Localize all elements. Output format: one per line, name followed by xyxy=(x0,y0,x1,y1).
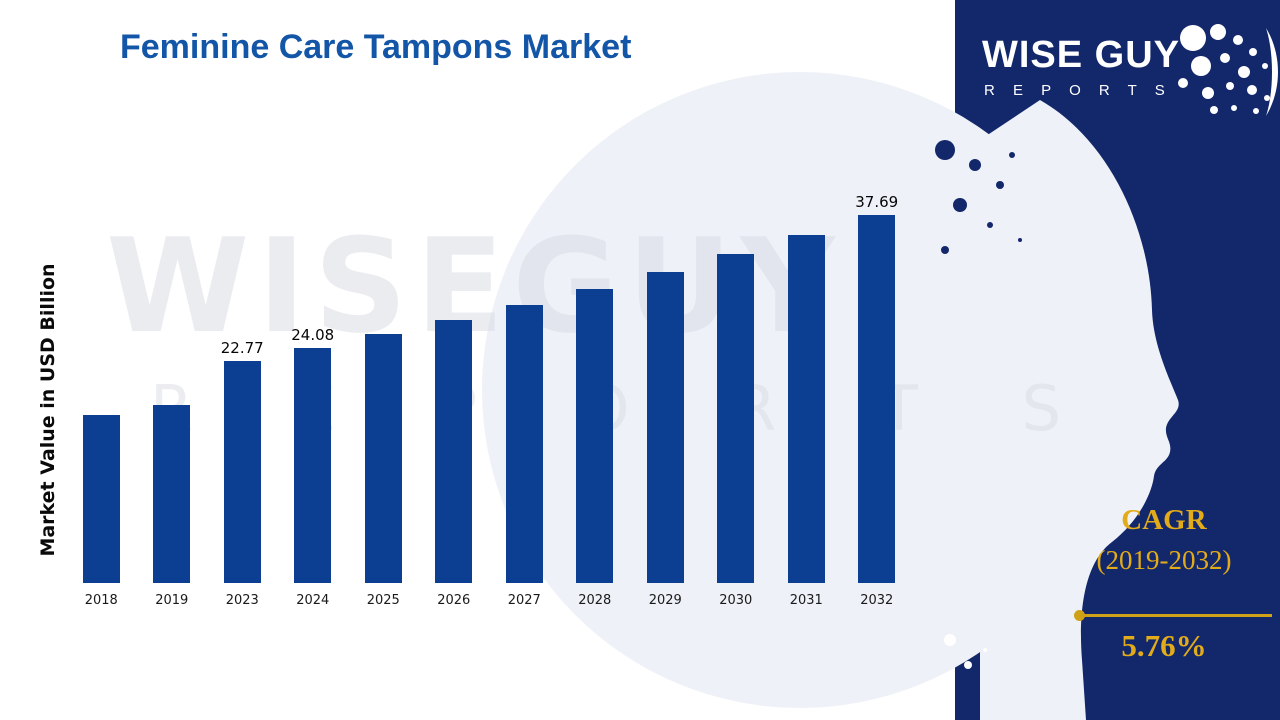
cagr-label: CAGR xyxy=(1121,504,1207,536)
bar xyxy=(787,235,825,583)
x-tick-label: 2031 xyxy=(789,593,823,608)
x-tick-label: 2027 xyxy=(507,593,541,608)
logo-title: WISE GUY xyxy=(982,34,1181,76)
bar-column: 2027 xyxy=(489,189,560,609)
bar-column: 24.08 2024 xyxy=(278,189,349,609)
bar xyxy=(858,215,896,583)
x-tick-label: 2030 xyxy=(719,593,753,608)
bar-chart: 2018 2019 22.77 2023 24.08 2024 2025 2026 2027 20… xyxy=(66,189,912,609)
x-tick-label: 2026 xyxy=(437,593,471,608)
bar xyxy=(435,320,473,583)
bar xyxy=(576,289,614,583)
x-tick-label: 2029 xyxy=(648,593,682,608)
bar-column: 2018 xyxy=(66,189,137,609)
x-tick-label: 2024 xyxy=(296,593,330,608)
cagr-underline xyxy=(1082,614,1272,617)
bar-value-label: 24.08 xyxy=(291,326,335,344)
bar-column: 2031 xyxy=(771,189,842,609)
bar xyxy=(223,361,261,583)
bar xyxy=(505,305,543,583)
logo-subtitle: R E P O R T S xyxy=(984,82,1172,99)
bar-column: 2030 xyxy=(701,189,772,609)
x-tick-label: 2025 xyxy=(366,593,400,608)
cagr-block: CAGR (2019-2032) xyxy=(1056,504,1272,576)
bar-column: 22.77 2023 xyxy=(207,189,278,609)
bar-value-label: 37.69 xyxy=(855,193,899,211)
bar-column: 2025 xyxy=(348,189,419,609)
x-tick-label: 2019 xyxy=(155,593,189,608)
bar-column: 2019 xyxy=(137,189,208,609)
page-title: Feminine Care Tampons Market xyxy=(120,28,632,66)
face-profile-silhouette xyxy=(980,100,1179,720)
x-tick-label: 2028 xyxy=(578,593,612,608)
logo-face-icon xyxy=(1178,24,1278,116)
white-dots-decoration xyxy=(944,634,987,693)
y-axis-label: Market Value in USD Billion xyxy=(37,263,59,557)
bar-value-label: 22.77 xyxy=(220,339,264,357)
bar xyxy=(717,254,755,583)
logo: WISE GUY R E P O R T S xyxy=(982,36,1180,99)
cagr-range: (2019-2032) xyxy=(1096,545,1232,575)
bar xyxy=(82,415,120,583)
x-tick-label: 2018 xyxy=(84,593,118,608)
bar-column: 2028 xyxy=(560,189,631,609)
bar xyxy=(153,405,191,583)
bar xyxy=(294,348,332,583)
x-tick-label: 2032 xyxy=(860,593,894,608)
bar xyxy=(364,334,402,583)
bar xyxy=(646,272,684,583)
x-tick-label: 2023 xyxy=(225,593,259,608)
cagr-value: 5.76% xyxy=(1121,628,1207,663)
bar-column: 2026 xyxy=(419,189,490,609)
navy-dots-decoration xyxy=(935,140,1022,254)
bar-column: 2029 xyxy=(630,189,701,609)
bar-column: 37.69 2032 xyxy=(842,189,913,609)
cagr-line-dot xyxy=(1074,610,1085,621)
